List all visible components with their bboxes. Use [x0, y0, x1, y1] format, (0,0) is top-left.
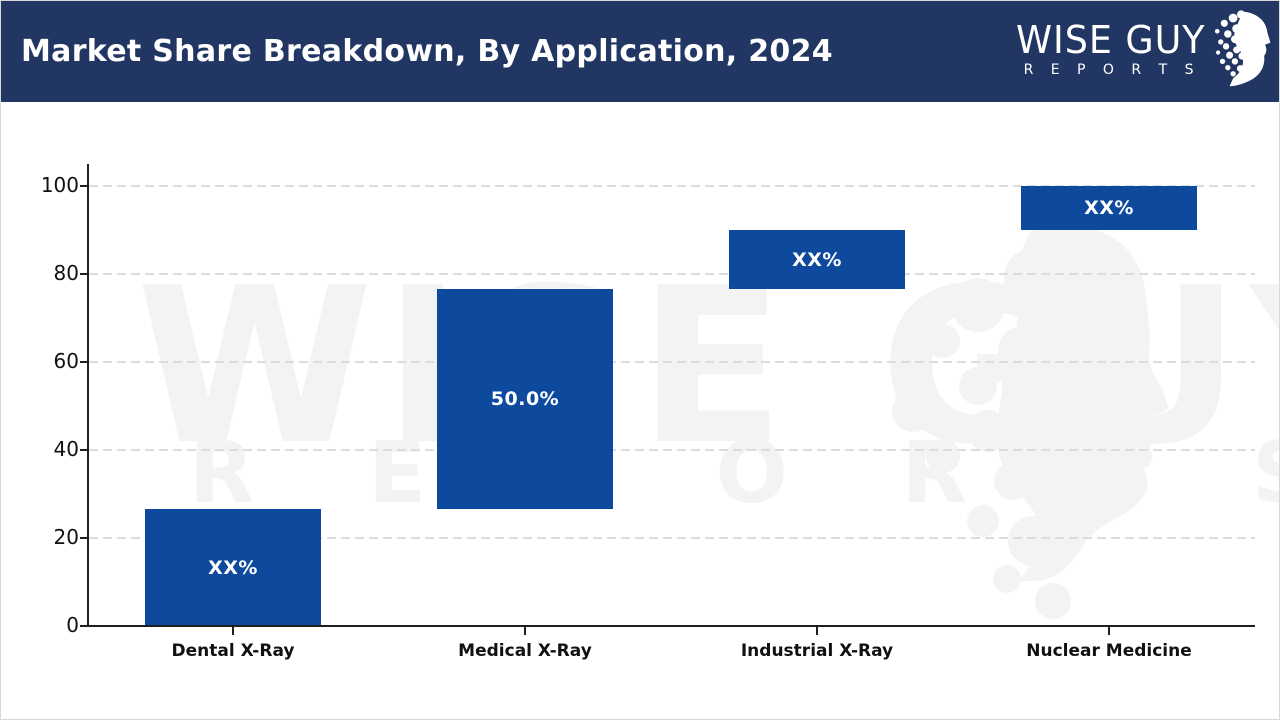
y-tick-mark-60 — [80, 361, 88, 363]
bar-value-label-medical-x-ray: 50.0% — [490, 388, 560, 411]
x-tick-label-nuclear-medicine: Nuclear Medicine — [1026, 641, 1192, 661]
y-tick-mark-40 — [80, 449, 88, 451]
y-tick-label-80: 80 — [53, 261, 79, 285]
gridline-100 — [89, 185, 1255, 187]
y-tick-mark-20 — [80, 537, 88, 539]
y-tick-label-20: 20 — [53, 525, 79, 549]
logo-text: WISE GUY R E P O R T S — [1012, 18, 1209, 78]
y-tick-label-0: 0 — [66, 613, 79, 637]
y-tick-mark-0 — [80, 625, 88, 627]
bar-dental-x-ray: XX% — [145, 509, 321, 626]
bar-nuclear-medicine: XX% — [1021, 186, 1197, 230]
y-tick-label-40: 40 — [53, 437, 79, 461]
bar-medical-x-ray: 50.0% — [437, 289, 613, 510]
gridline-80 — [89, 273, 1255, 275]
bar-industrial-x-ray: XX% — [729, 230, 905, 290]
chart-title: Market Share Breakdown, By Application, … — [21, 34, 833, 69]
wiseguy-logo: WISE GUY R E P O R T S — [1012, 6, 1273, 92]
x-tick-mark-nuclear-medicine — [1108, 627, 1110, 635]
x-tick-mark-industrial-x-ray — [816, 627, 818, 635]
logo-subtext: R E P O R T S — [1023, 61, 1200, 78]
y-tick-mark-100 — [80, 185, 88, 187]
y-axis-line — [87, 164, 89, 627]
bar-value-label-nuclear-medicine: XX% — [1084, 197, 1134, 219]
x-tick-label-medical-x-ray: Medical X-Ray — [458, 641, 592, 661]
gridline-20 — [89, 537, 1255, 539]
y-tick-label-60: 60 — [53, 349, 79, 373]
bar-value-label-industrial-x-ray: XX% — [792, 248, 842, 271]
x-tick-mark-medical-x-ray — [524, 627, 526, 635]
gridline-40 — [89, 449, 1255, 451]
title-bar: Market Share Breakdown, By Application, … — [1, 1, 1279, 102]
x-tick-label-industrial-x-ray: Industrial X-Ray — [740, 641, 894, 661]
gridline-60 — [89, 361, 1255, 363]
y-tick-mark-80 — [80, 273, 88, 275]
x-tick-mark-dental-x-ray — [232, 627, 234, 635]
y-tick-label-100: 100 — [40, 173, 79, 197]
logo-wordmark: WISE GUY — [1015, 18, 1206, 63]
x-axis-line — [87, 625, 1255, 627]
x-tick-label-dental-x-ray: Dental X-Ray — [171, 641, 295, 661]
wiseguy-head-icon — [1214, 10, 1271, 87]
bar-value-label-dental-x-ray: XX% — [208, 556, 258, 579]
